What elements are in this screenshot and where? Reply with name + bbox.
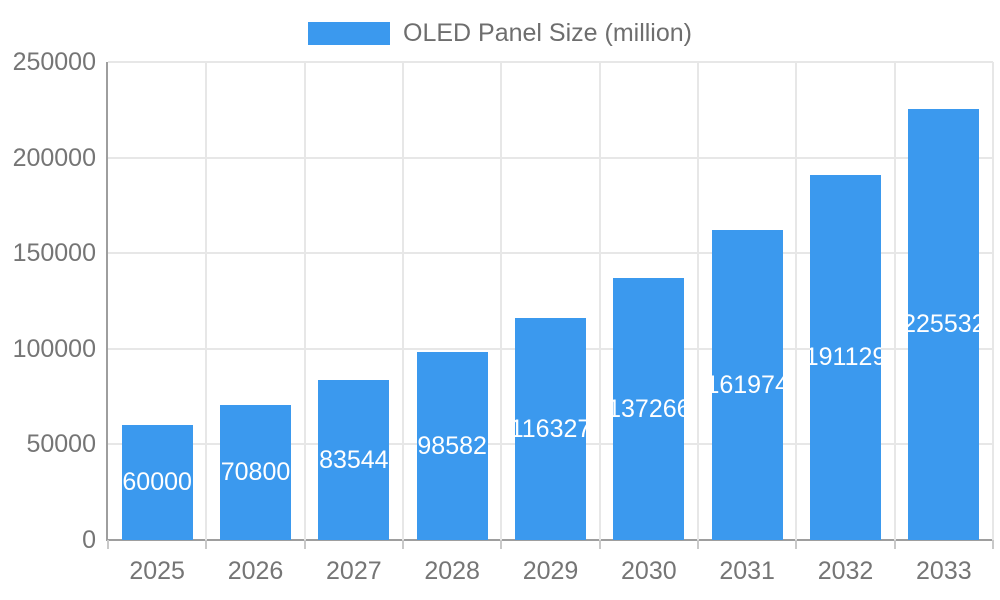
bar-2033[interactable]: 225532 — [908, 109, 980, 540]
v-gridline — [598, 62, 601, 540]
x-axis-tick-label: 2032 — [817, 557, 874, 585]
bar-2026[interactable]: 70800 — [220, 405, 291, 540]
y-axis-tick-label: 50000 — [26, 430, 96, 459]
v-gridline — [205, 62, 208, 540]
x-axis-tick-label: 2033 — [916, 557, 972, 585]
plot-area: 60000 70800 83544 98582 116327 137266 161974 19… — [106, 61, 994, 549]
x-axis-tick-mark — [500, 540, 503, 549]
bar-2031[interactable]: 161974 — [711, 230, 783, 540]
x-axis-tick-mark — [992, 540, 994, 549]
x-axis-tick-label: 2027 — [326, 557, 382, 585]
x-axis-tick-label: 2028 — [424, 557, 480, 585]
bar-value-label: 60000 — [122, 468, 192, 496]
x-axis-tick-label: 2031 — [719, 557, 775, 585]
legend: OLED Panel Size (million) — [0, 19, 1000, 48]
x-axis-tick-mark — [107, 540, 109, 549]
x-axis-tick-mark — [402, 540, 404, 549]
x-axis-tick-mark — [598, 540, 601, 549]
bar-value-label: 83544 — [319, 445, 389, 474]
x-axis-tick-mark — [205, 540, 208, 549]
bar-value-label: 98582 — [417, 431, 487, 460]
bar-value-label: 137266 — [613, 394, 685, 423]
bar-2032[interactable]: 191129 — [810, 175, 881, 540]
x-axis-tick-mark — [795, 540, 798, 549]
bar-2029[interactable]: 116327 — [515, 318, 586, 540]
y-axis-tick-label: 100000 — [12, 334, 96, 363]
h-gridline — [108, 156, 993, 159]
v-gridline — [697, 62, 699, 540]
v-gridline — [500, 62, 503, 540]
legend-item[interactable]: OLED Panel Size (million) — [308, 19, 692, 48]
v-gridline — [893, 62, 896, 540]
y-axis-tick-label: 200000 — [12, 143, 96, 172]
x-axis-tick-label: 2026 — [227, 557, 284, 585]
bar-value-label: 191129 — [810, 343, 881, 371]
bar-2028[interactable]: 98582 — [416, 352, 488, 540]
x-axis-line — [106, 539, 993, 541]
bar-value-label: 225532 — [908, 310, 980, 338]
y-axis-tick-label: 150000 — [12, 239, 96, 268]
bar-value-label: 70800 — [220, 458, 291, 486]
x-axis-tick-mark — [893, 540, 896, 549]
bar-2025[interactable]: 60000 — [121, 425, 193, 540]
x-axis-tick-label: 2029 — [522, 557, 579, 585]
bar-2027[interactable]: 83544 — [318, 380, 390, 540]
y-axis-tick-label: 250000 — [12, 48, 96, 76]
v-gridline — [402, 62, 404, 540]
bar-value-label: 116327 — [515, 414, 586, 443]
x-axis-tick-mark — [697, 540, 699, 549]
bar-2030[interactable]: 137266 — [613, 278, 685, 540]
v-gridline — [795, 62, 798, 540]
h-gridline — [108, 252, 993, 255]
x-axis-tick-label: 2030 — [621, 557, 677, 585]
legend-label: OLED Panel Size (million) — [403, 19, 692, 47]
y-axis-tick-label: 0 — [82, 526, 96, 554]
v-gridline — [303, 62, 306, 540]
y-axis-line — [106, 62, 108, 540]
x-axis-tick-label: 2025 — [129, 557, 185, 585]
v-gridline — [992, 62, 994, 540]
legend-swatch-icon — [308, 22, 390, 45]
bar-value-label: 161974 — [711, 370, 783, 399]
h-gridline — [108, 61, 993, 63]
x-axis-tick-mark — [303, 540, 306, 549]
